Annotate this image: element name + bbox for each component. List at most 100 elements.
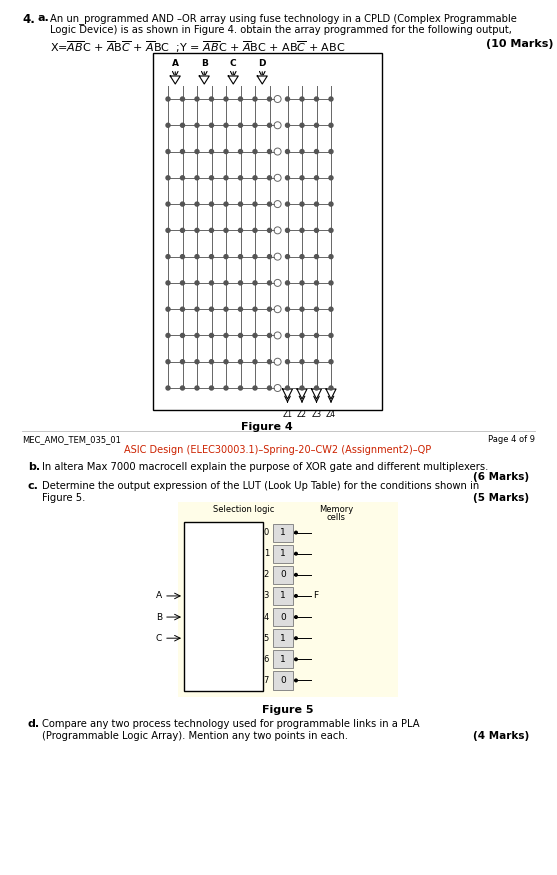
Circle shape <box>286 97 290 101</box>
Circle shape <box>195 123 199 127</box>
Circle shape <box>253 360 257 364</box>
Circle shape <box>253 150 257 153</box>
Polygon shape <box>228 76 238 84</box>
Circle shape <box>195 307 199 312</box>
Circle shape <box>267 360 271 364</box>
Circle shape <box>238 307 242 312</box>
Polygon shape <box>297 389 307 399</box>
Circle shape <box>267 333 271 338</box>
Circle shape <box>286 307 290 312</box>
Circle shape <box>209 150 213 153</box>
Circle shape <box>224 255 228 259</box>
Circle shape <box>224 386 228 390</box>
Circle shape <box>166 360 170 364</box>
Circle shape <box>253 333 257 338</box>
Circle shape <box>180 228 184 233</box>
Circle shape <box>286 202 290 206</box>
Text: Memory: Memory <box>319 505 354 514</box>
Circle shape <box>315 97 319 101</box>
Circle shape <box>295 679 297 682</box>
Circle shape <box>300 281 304 285</box>
Polygon shape <box>311 389 321 399</box>
Circle shape <box>238 386 242 390</box>
Text: a.: a. <box>38 13 50 23</box>
Text: (5 Marks): (5 Marks) <box>473 493 529 503</box>
Circle shape <box>209 307 213 312</box>
Bar <box>273 566 293 584</box>
Circle shape <box>315 228 319 233</box>
Text: 1: 1 <box>264 550 269 558</box>
Circle shape <box>315 307 319 312</box>
Text: Z3: Z3 <box>311 410 321 419</box>
Circle shape <box>166 123 170 127</box>
Circle shape <box>238 281 242 285</box>
Circle shape <box>224 307 228 312</box>
Circle shape <box>224 97 228 101</box>
Text: 0: 0 <box>280 612 286 621</box>
Circle shape <box>195 255 199 259</box>
Text: 0: 0 <box>264 528 269 537</box>
Text: (Programmable Logic Array). Mention any two points in each.: (Programmable Logic Array). Mention any … <box>42 731 348 741</box>
Text: 4: 4 <box>264 612 269 621</box>
Circle shape <box>315 281 319 285</box>
Circle shape <box>166 150 170 153</box>
Bar <box>273 544 293 563</box>
Text: X=$\overline{A}$$\overline{B}$C + $\overline{A}$B$\overline{C}$ + $\overline{A}$: X=$\overline{A}$$\overline{B}$C + $\over… <box>50 39 345 55</box>
Circle shape <box>300 307 304 312</box>
Circle shape <box>300 176 304 180</box>
Circle shape <box>300 228 304 233</box>
Circle shape <box>166 97 170 101</box>
Circle shape <box>286 386 290 390</box>
Bar <box>178 502 398 697</box>
Text: Page 4 of 9: Page 4 of 9 <box>488 435 535 444</box>
Circle shape <box>329 228 333 233</box>
Circle shape <box>180 97 184 101</box>
Text: An un_programmed AND –OR array using fuse technology in a CPLD (Complex Programm: An un_programmed AND –OR array using fus… <box>50 13 517 24</box>
Circle shape <box>209 281 213 285</box>
Circle shape <box>253 123 257 127</box>
Circle shape <box>329 202 333 206</box>
Text: d.: d. <box>28 719 40 729</box>
Text: b.: b. <box>28 462 40 472</box>
Circle shape <box>180 281 184 285</box>
Circle shape <box>295 658 297 661</box>
Circle shape <box>295 552 297 555</box>
Circle shape <box>238 228 242 233</box>
Bar <box>273 523 293 542</box>
Circle shape <box>166 307 170 312</box>
Circle shape <box>209 123 213 127</box>
Circle shape <box>238 176 242 180</box>
Bar <box>184 522 263 691</box>
Circle shape <box>238 202 242 206</box>
Circle shape <box>238 360 242 364</box>
Circle shape <box>195 386 199 390</box>
Circle shape <box>195 360 199 364</box>
Circle shape <box>195 333 199 338</box>
Text: 7: 7 <box>263 676 269 685</box>
Circle shape <box>295 637 297 640</box>
Circle shape <box>180 333 184 338</box>
Text: Selection logic: Selection logic <box>213 505 275 514</box>
Circle shape <box>315 360 319 364</box>
Text: ASIC Design (ELEC30003.1)–Spring-20–CW2 (Assignment2)–QP: ASIC Design (ELEC30003.1)–Spring-20–CW2 … <box>124 445 432 455</box>
Text: A: A <box>156 592 162 600</box>
Text: c.: c. <box>28 481 39 491</box>
Circle shape <box>300 123 304 127</box>
Text: (4 Marks): (4 Marks) <box>473 731 529 741</box>
Circle shape <box>224 228 228 233</box>
Circle shape <box>329 333 333 338</box>
Circle shape <box>253 307 257 312</box>
Text: Compare any two process technology used for programmable links in a PLA: Compare any two process technology used … <box>42 719 419 729</box>
Circle shape <box>209 97 213 101</box>
Text: Determine the output expression of the LUT (Look Up Table) for the conditions sh: Determine the output expression of the L… <box>42 481 479 491</box>
Circle shape <box>180 202 184 206</box>
Circle shape <box>195 150 199 153</box>
Circle shape <box>238 150 242 153</box>
Circle shape <box>295 595 297 598</box>
Circle shape <box>315 386 319 390</box>
Circle shape <box>329 123 333 127</box>
Text: 1: 1 <box>280 592 286 600</box>
Circle shape <box>295 573 297 576</box>
Circle shape <box>300 255 304 259</box>
Circle shape <box>209 202 213 206</box>
